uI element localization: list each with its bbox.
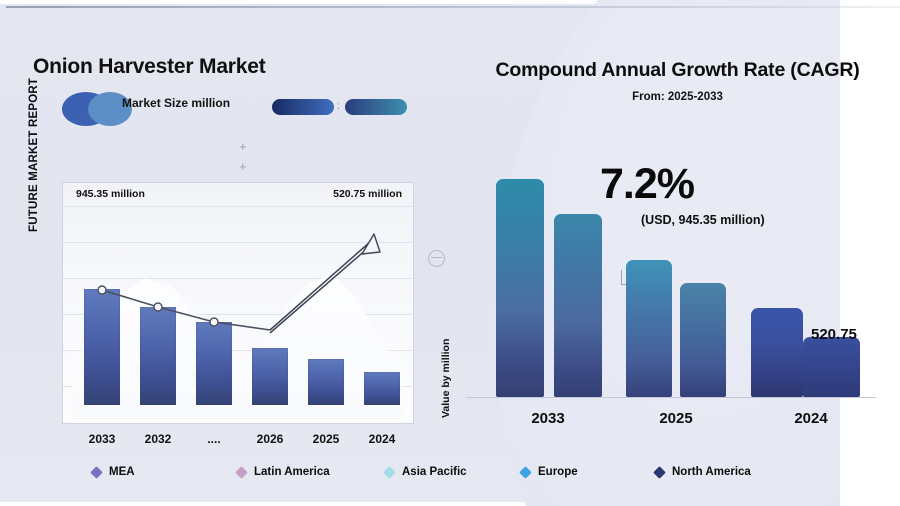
market-size-icon-circle-light	[88, 92, 132, 126]
header-pill-right	[345, 99, 407, 115]
left-chart-bar-2033	[84, 289, 120, 405]
left-chart-up-arrow	[269, 233, 381, 334]
plus-icon-top: +	[239, 139, 247, 154]
legend-item-latin-america[interactable]: Latin America	[235, 465, 330, 479]
right-chart-bar-2024-a	[751, 308, 803, 397]
left-chart-trend-line	[97, 233, 381, 334]
left-chart-bar-mid	[196, 322, 232, 405]
legend-item-mea[interactable]: MEA	[90, 465, 135, 479]
right-chart-bar-2025-b	[680, 283, 726, 397]
chart-legend: MEA Latin America Asia Pacific Europe No…	[0, 465, 900, 488]
legend-marker-north-america	[653, 465, 666, 479]
legend-marker-latin-america	[235, 465, 248, 479]
legend-item-north-america[interactable]: North America	[653, 465, 751, 479]
market-size-icon	[62, 92, 132, 126]
legend-item-asia-pacific[interactable]: Asia Pacific	[383, 465, 467, 479]
legend-item-europe[interactable]: Europe	[519, 465, 578, 479]
right-chart-xlabel-2033: 2033	[531, 410, 565, 427]
cagr-value: 7.2%	[600, 160, 695, 208]
left-chart-bar-2025	[308, 359, 344, 405]
left-chart-xlabel-2: ....	[207, 432, 221, 446]
legend-label-north-america: North America	[672, 466, 751, 478]
legend-label-asia-pacific: Asia Pacific	[402, 466, 467, 478]
legend-marker-europe	[519, 465, 532, 479]
plus-icon-bottom: +	[239, 159, 247, 174]
legend-marker-mea	[90, 465, 103, 479]
right-chart-value-label: 520.75	[811, 326, 857, 343]
legend-marker-asia-pacific	[383, 465, 396, 479]
minus-circle-icon	[428, 250, 445, 267]
right-chart-bar-2033-b	[554, 214, 602, 397]
page-title: Onion Harvester Market	[33, 55, 266, 78]
left-chart-right-axis-label: Value by million	[440, 338, 452, 418]
legend-label-mea: MEA	[109, 466, 135, 478]
header-pill-left	[272, 99, 334, 115]
left-chart-x-axis	[62, 405, 412, 422]
left-chart-xlabel-1: 2032	[144, 432, 172, 446]
background-top-rule	[5, 6, 900, 8]
cagr-note: (USD, 945.35 million)	[641, 213, 765, 227]
right-chart-xlabel-2024: 2024	[794, 410, 828, 427]
left-chart-xlabel-5: 2024	[368, 432, 396, 446]
left-chart-bar-2032	[140, 307, 176, 405]
left-chart-value-start: 945.35 million	[76, 188, 145, 200]
left-chart-bar-2026	[252, 348, 288, 405]
left-chart-xlabel-4: 2025	[312, 432, 340, 446]
right-chart-baseline	[466, 396, 876, 398]
left-chart: 945.35 million 520.75 million 2033 2032 …	[62, 182, 414, 446]
legend-label-europe: Europe	[538, 466, 578, 478]
cagr-title: Compound Annual Growth Rate (CAGR)	[495, 59, 860, 81]
header-pill-separator: :	[337, 101, 340, 112]
left-chart-value-end: 520.75 million	[333, 188, 402, 200]
left-chart-bar-2024	[364, 372, 400, 405]
right-chart-bar-2025-a	[626, 260, 672, 397]
right-chart-bar-2024-b	[803, 337, 860, 397]
background-white-edge	[840, 0, 900, 506]
left-chart-bars	[62, 182, 412, 422]
left-chart-y-axis-label: FUTURE MARKET REPORT	[28, 77, 40, 232]
market-size-label: Market Size million	[122, 96, 231, 110]
legend-label-latin-america: Latin America	[254, 466, 330, 478]
right-chart: 520.75 2033 2025 2024	[466, 150, 886, 427]
cagr-subtitle: From: 2025-2033	[632, 91, 723, 103]
right-chart-bar-2033-a	[496, 179, 544, 397]
right-chart-xlabel-2025: 2025	[659, 410, 693, 427]
left-chart-xlabel-0: 2033	[88, 432, 116, 446]
left-chart-xlabel-3: 2026	[256, 432, 284, 446]
